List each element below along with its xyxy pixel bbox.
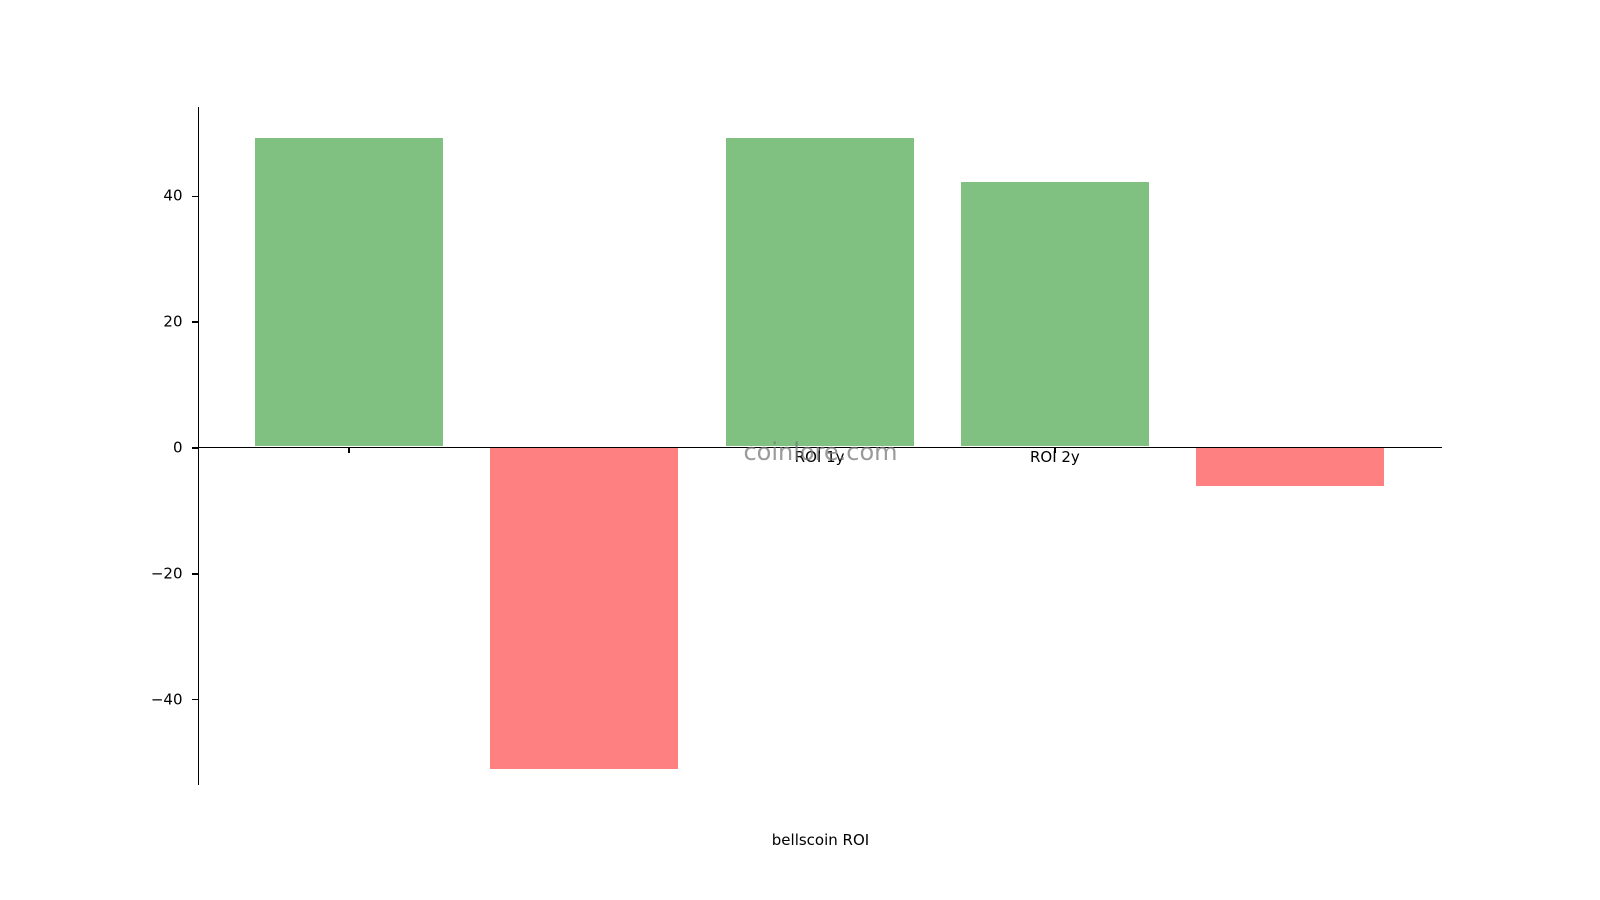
bar-index-1	[490, 448, 679, 769]
y-tick-mark	[191, 573, 198, 575]
y-tick-label: 40	[163, 186, 183, 205]
x-tick-label: ROI 1y	[794, 448, 845, 466]
x-tick-mark	[1054, 448, 1056, 453]
y-tick-label: −20	[150, 564, 183, 583]
y-tick-label: 0	[172, 438, 183, 457]
bar-index-0	[255, 138, 443, 447]
y-tick-mark	[191, 195, 198, 198]
y-tick-label: −40	[150, 690, 183, 709]
bar-roi-2y	[960, 182, 1149, 447]
y-tick-mark	[191, 321, 198, 323]
x-tick-mark	[348, 448, 350, 453]
y-axis-spine	[197, 107, 199, 785]
chart-title: bellscoin ROI	[771, 831, 870, 849]
y-tick-mark	[191, 447, 198, 449]
x-tick-mark	[818, 448, 821, 453]
x-tick-label: ROI 2y	[1029, 448, 1080, 466]
y-tick-mark	[191, 698, 198, 701]
bar-roi-1y	[725, 138, 914, 447]
y-tick-label: 20	[163, 312, 183, 331]
bar-index-4	[1196, 448, 1385, 486]
x-axis-zero-line	[197, 446, 1442, 448]
